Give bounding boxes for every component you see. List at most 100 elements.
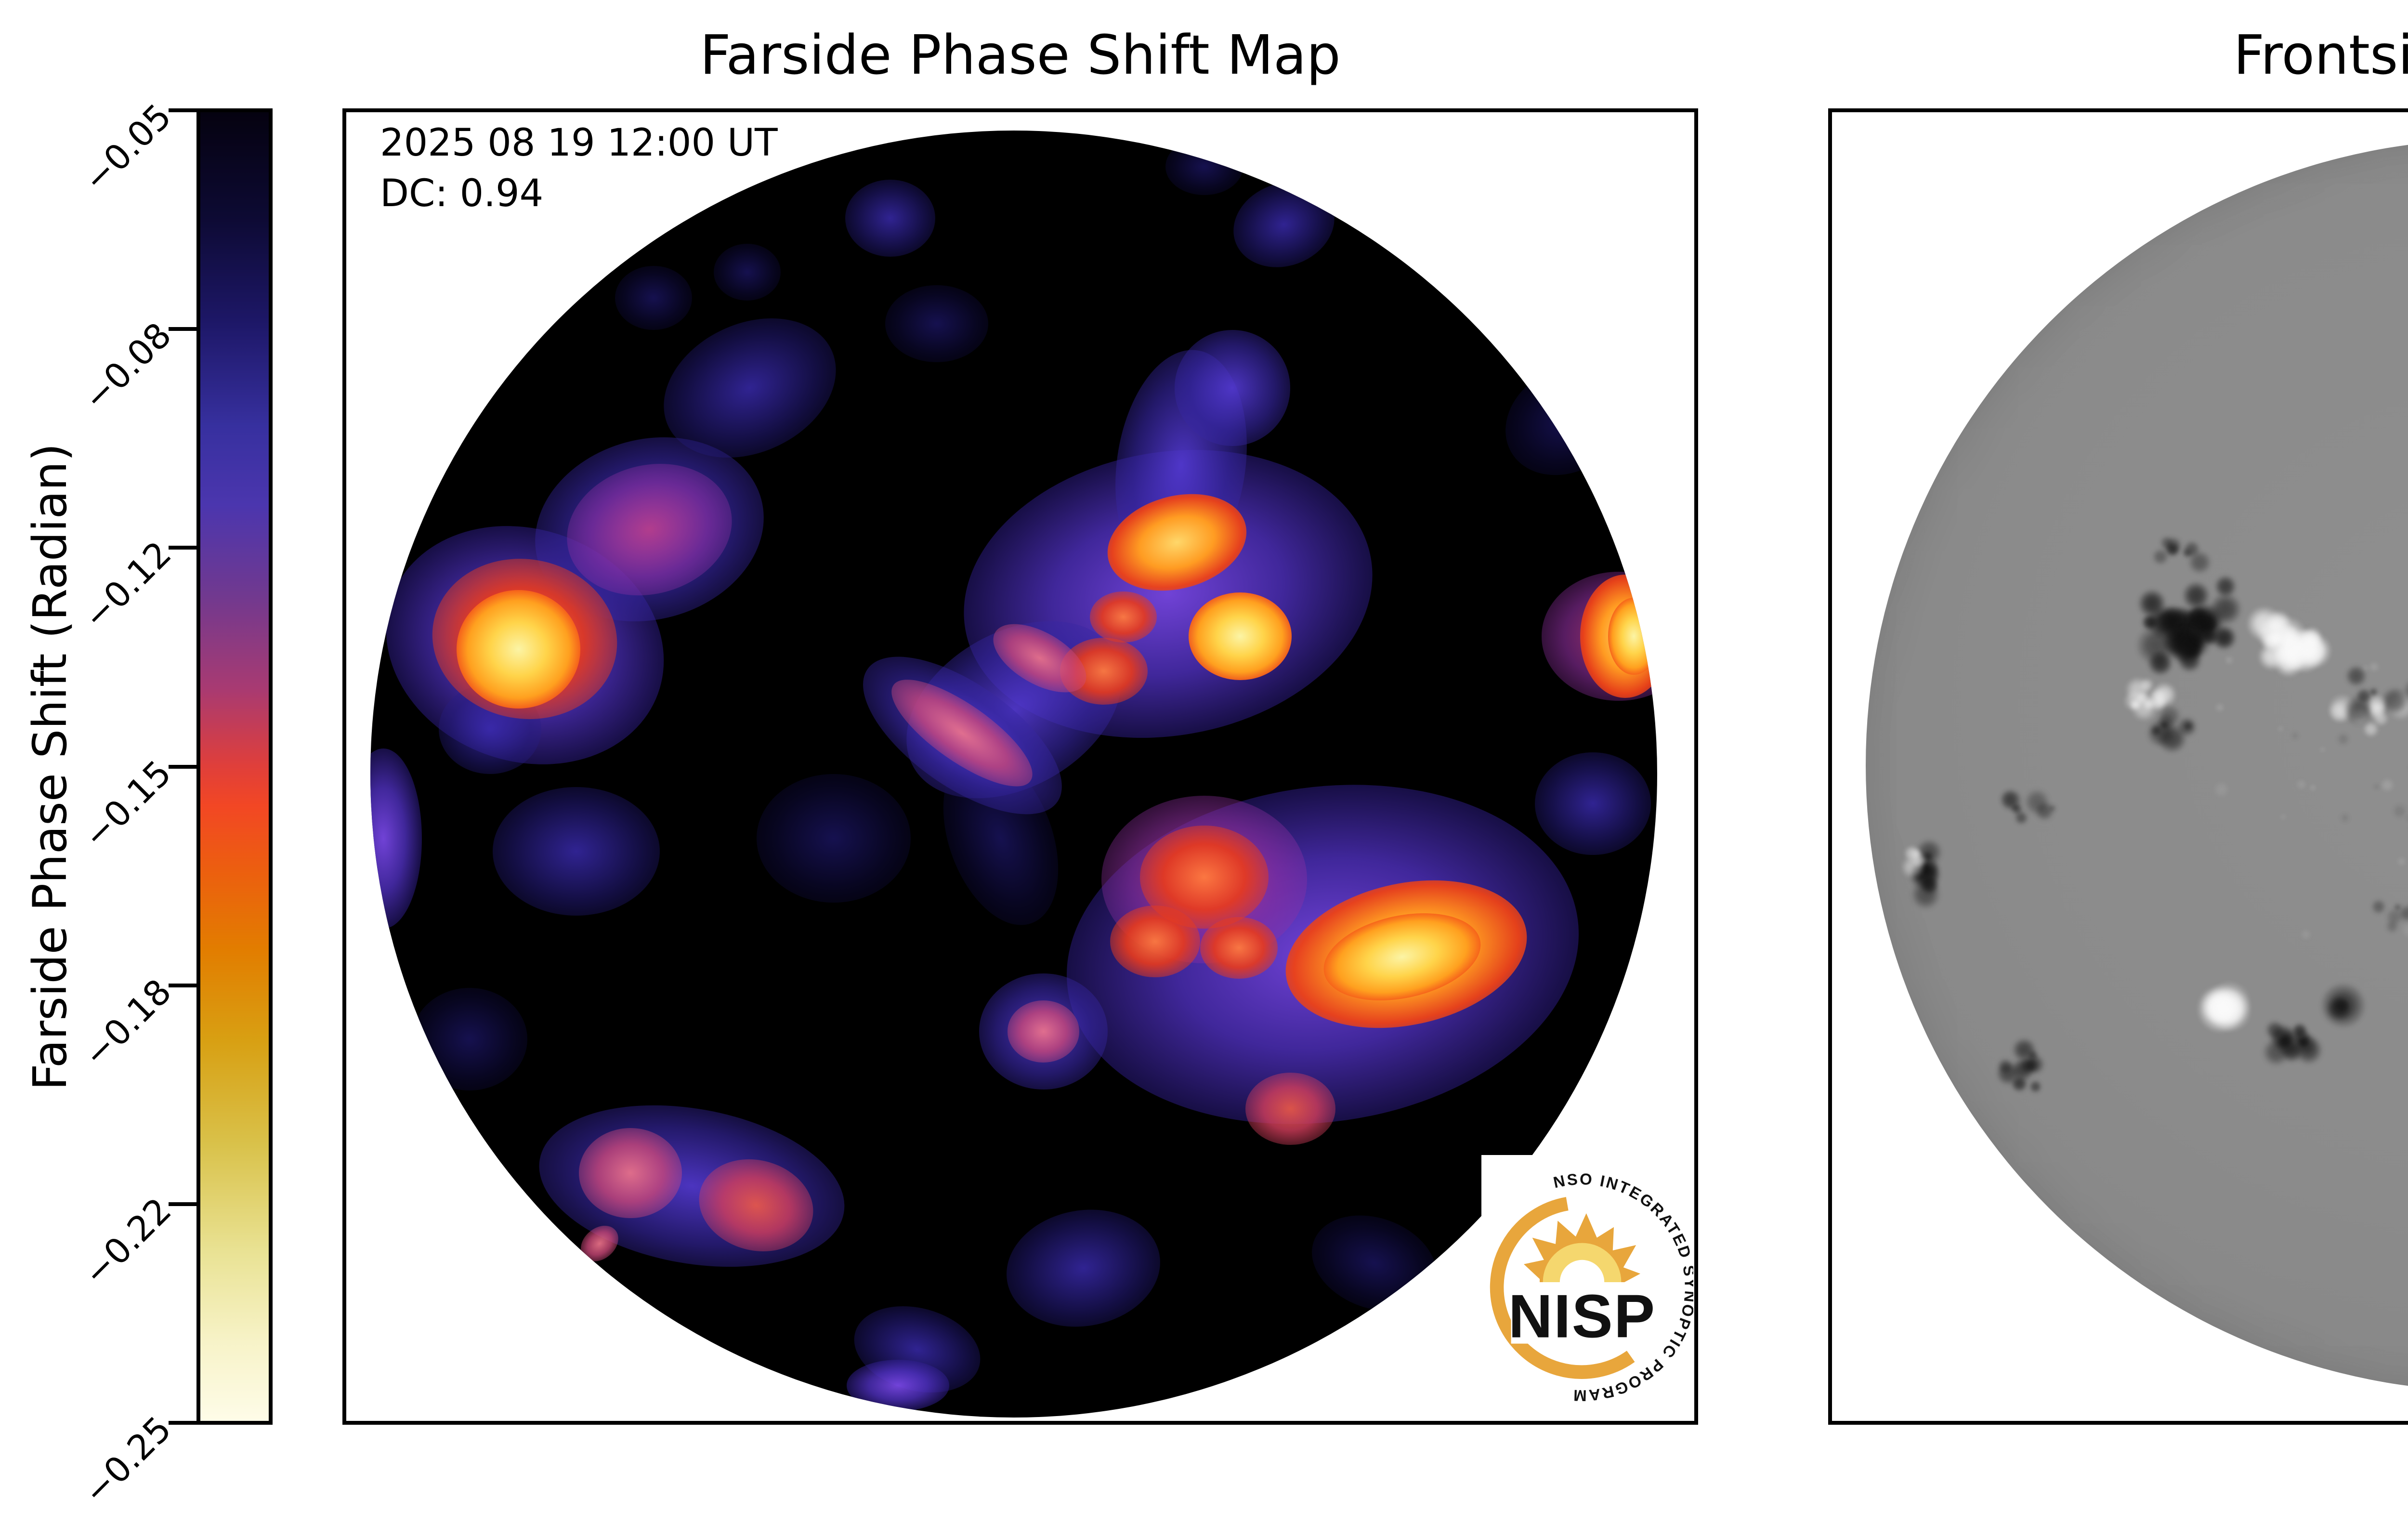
farside-feature	[1485, 343, 1649, 497]
farside-feature	[1089, 591, 1157, 643]
colorbar-tick	[169, 1202, 196, 1206]
mag-speckle	[2386, 691, 2408, 721]
mag-speckle	[2277, 625, 2300, 647]
mag-speckle	[2014, 810, 2029, 826]
mag-speckle	[2130, 694, 2158, 722]
mag-speckle	[2166, 542, 2181, 557]
colorbar-tick	[169, 108, 196, 112]
mag-speckle	[2291, 1022, 2308, 1039]
mag-speckle	[2151, 548, 2170, 566]
mag-speckle	[2012, 1037, 2037, 1063]
mag-speckle	[2392, 803, 2408, 819]
colorbar-tick	[169, 1421, 196, 1425]
mag-speckle	[2215, 703, 2225, 712]
farside-axes: 2025 08 19 12:00 UT DC: 0.94 NISP NSO IN…	[342, 108, 1698, 1425]
mag-speckle	[2295, 778, 2307, 790]
farside-feature	[526, 1083, 858, 1289]
nisp-logo-icon: NISP NSO INTEGRATED SYNOPTIC PROGRAM	[1481, 1155, 1693, 1420]
mag-speckle	[2373, 710, 2389, 727]
nisp-wordmark: NISP	[1508, 1282, 1656, 1351]
mag-speckle	[2309, 784, 2316, 791]
colorbar-tick-label: −0.22	[75, 1190, 179, 1294]
mag-speckle	[2294, 1032, 2317, 1056]
colorbar-tick	[169, 983, 196, 987]
mag-speckle	[2164, 541, 2179, 557]
farside-title: Farside Phase Shift Map	[700, 24, 1341, 87]
mag-speckle	[2011, 803, 2024, 815]
annotation-dc: DC: 0.94	[380, 171, 544, 215]
mag-speckle	[2362, 664, 2369, 671]
logo-gold-ring-arc	[1490, 1197, 1635, 1379]
mag-speckle	[1904, 845, 1921, 862]
mag-speckle	[2187, 550, 2212, 575]
mag-speckle	[2183, 721, 2194, 732]
farside-feature	[714, 244, 781, 301]
mag-speckle	[1997, 1058, 2014, 1075]
mag-speckle	[2326, 996, 2352, 1022]
mag-speckle	[2370, 899, 2387, 915]
farside-feature	[1007, 1000, 1080, 1063]
mag-speckle	[2137, 589, 2167, 618]
farside-feature	[411, 987, 527, 1091]
mag-speckle	[2028, 1079, 2042, 1093]
colorbar-tick	[169, 764, 196, 769]
mag-speckle	[2048, 804, 2056, 813]
farside-feature	[1175, 330, 1291, 446]
mag-speckle	[2212, 781, 2230, 798]
logo-text-band	[1511, 1282, 1645, 1344]
mag-speckle	[2373, 784, 2380, 790]
mag-speckle	[2337, 732, 2350, 746]
mag-speckle	[2146, 650, 2173, 677]
mag-speckle	[2011, 803, 2019, 812]
nisp-logo-left: NISP NSO INTEGRATED SYNOPTIC PROGRAM	[1481, 1155, 1693, 1420]
mag-speckle	[1908, 858, 1940, 890]
farside-feature	[885, 285, 988, 362]
farside-feature	[492, 787, 660, 916]
mag-speckle	[2345, 664, 2368, 687]
mag-speckle	[2182, 547, 2193, 558]
mag-speckle	[1911, 853, 1926, 868]
mag-speckle	[2025, 1058, 2040, 1072]
farside-feature	[1298, 1198, 1450, 1327]
mag-speckle	[2023, 788, 2051, 815]
mag-speckle	[2368, 661, 2380, 673]
mag-speckle	[1911, 849, 1923, 860]
colorbar-tick-label: −0.08	[75, 315, 179, 419]
farside-feature	[1608, 597, 1657, 675]
colorbar-tick	[169, 327, 196, 331]
colorbar	[196, 108, 273, 1425]
mag-speckle	[2156, 722, 2187, 754]
mag-speckle	[2403, 676, 2408, 708]
mag-speckle	[2401, 921, 2408, 939]
annotation-datetime: 2025 08 19 12:00 UT	[380, 121, 778, 165]
mag-speckle	[2280, 1039, 2304, 1063]
mag-speckle	[2208, 988, 2252, 1032]
mag-speckle	[2183, 540, 2200, 558]
frontside-title: Frontside Mag Map	[2233, 24, 2408, 87]
mag-speckle	[2300, 928, 2312, 941]
map-annotation: 2025 08 19 12:00 UT DC: 0.94	[380, 118, 778, 219]
farside-feature	[1245, 1072, 1335, 1145]
farside-feature	[370, 748, 422, 929]
mag-speckle	[2396, 856, 2407, 867]
mag-speckle	[2000, 789, 2023, 812]
mag-speckle	[2319, 746, 2327, 753]
mag-speckle	[1901, 854, 1925, 879]
farside-feature	[1221, 168, 1347, 281]
farside-feature	[457, 590, 580, 709]
mag-speckle	[2258, 642, 2286, 671]
magnetogram-disk-map	[1866, 139, 2408, 1392]
mag-speckle	[1996, 1061, 2020, 1086]
mag-speckle	[2406, 815, 2408, 822]
mag-speckle	[2301, 627, 2323, 648]
mag-speckle	[2398, 905, 2408, 923]
farside-feature	[845, 179, 935, 257]
mag-speckle	[2135, 691, 2149, 705]
mag-speckle	[1999, 788, 2020, 809]
mag-speckle	[2343, 695, 2374, 726]
mag-speckle	[2380, 777, 2395, 792]
mag-speckle	[2189, 618, 2216, 645]
farside-feature	[756, 774, 911, 903]
mag-speckle	[2269, 1025, 2295, 1051]
